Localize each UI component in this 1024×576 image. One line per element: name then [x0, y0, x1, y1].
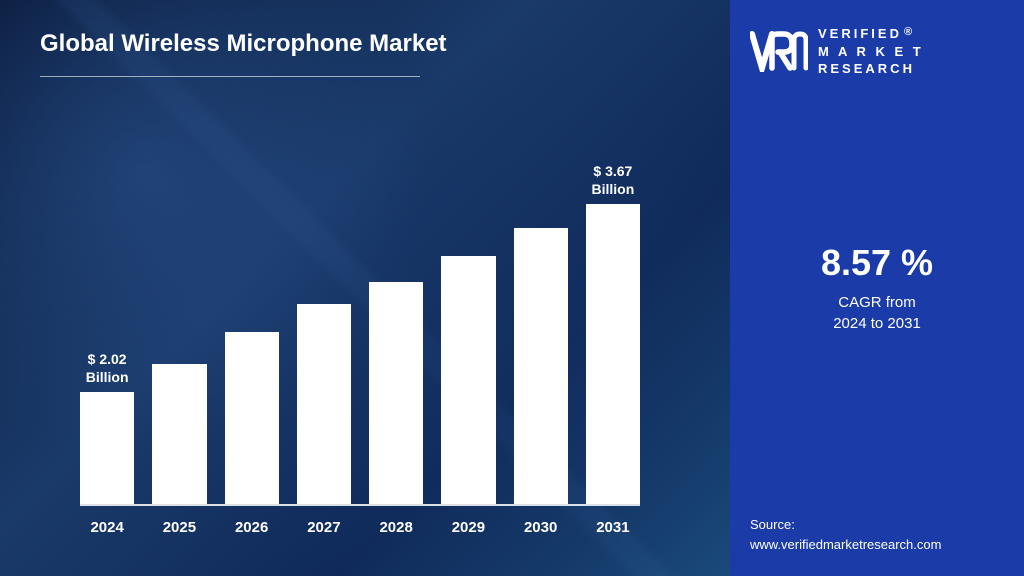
x-label: 2029 — [441, 511, 495, 541]
x-axis-labels: 2024 2025 2026 2027 2028 2029 2030 2031 — [80, 511, 640, 541]
chart-content: Global Wireless Microphone Market $ 2.02… — [40, 30, 690, 556]
bar-value-label: $ 2.02 Billion — [86, 351, 129, 386]
bar-label-line1: $ 2.02 — [88, 351, 127, 367]
brand-line3: RESEARCH — [818, 61, 915, 76]
bar: $ 2.02 Billion — [80, 392, 134, 504]
bar-group: $ 3.67 Billion — [586, 204, 640, 504]
x-label: 2026 — [225, 511, 279, 541]
cagr-stat: 8.57 % CAGR from 2024 to 2031 — [730, 242, 1024, 334]
bar-group — [225, 332, 279, 504]
bar-value-label: $ 3.67 Billion — [591, 163, 634, 198]
bar-label-line2: Billion — [86, 369, 129, 385]
bar-group — [369, 282, 423, 504]
bar — [369, 282, 423, 504]
source-citation: Source: www.verifiedmarketresearch.com — [750, 515, 941, 554]
x-label: 2028 — [369, 511, 423, 541]
cagr-label-line1: CAGR from — [838, 294, 916, 311]
brand-name: VERIFIED® M A R K E T RESEARCH — [818, 25, 924, 78]
bar — [152, 364, 206, 504]
cagr-label: CAGR from 2024 to 2031 — [730, 292, 1024, 334]
bar — [441, 256, 495, 504]
bar-group — [441, 256, 495, 504]
bar-group: $ 2.02 Billion — [80, 392, 134, 504]
bar-label-line2: Billion — [591, 181, 634, 197]
brand-logo: VERIFIED® M A R K E T RESEARCH — [750, 25, 1004, 78]
x-label: 2030 — [514, 511, 568, 541]
source-label: Source: — [750, 517, 795, 532]
page-title: Global Wireless Microphone Market — [40, 30, 690, 58]
bar-group — [514, 228, 568, 504]
registered-icon: ® — [904, 26, 915, 38]
bars-container: $ 2.02 Billion — [80, 176, 640, 506]
brand-line2: M A R K E T — [818, 44, 924, 59]
info-panel: VERIFIED® M A R K E T RESEARCH 8.57 % CA… — [730, 0, 1024, 576]
source-url: www.verifiedmarketresearch.com — [750, 537, 941, 552]
bar-group — [152, 364, 206, 504]
cagr-value: 8.57 % — [730, 242, 1024, 284]
bar — [297, 304, 351, 504]
x-label: 2027 — [297, 511, 351, 541]
bar — [225, 332, 279, 504]
bar: $ 3.67 Billion — [586, 204, 640, 504]
x-label: 2025 — [152, 511, 206, 541]
bar — [514, 228, 568, 504]
x-label: 2024 — [80, 511, 134, 541]
bar-chart: $ 2.02 Billion — [80, 141, 640, 541]
cagr-label-line2: 2024 to 2031 — [833, 315, 921, 332]
bar-group — [297, 304, 351, 504]
chart-panel: Global Wireless Microphone Market $ 2.02… — [0, 0, 730, 576]
title-divider — [40, 76, 420, 77]
bar-label-line1: $ 3.67 — [593, 163, 632, 179]
brand-line1: VERIFIED — [818, 26, 902, 41]
vmr-logo-icon — [750, 30, 808, 72]
x-label: 2031 — [586, 511, 640, 541]
